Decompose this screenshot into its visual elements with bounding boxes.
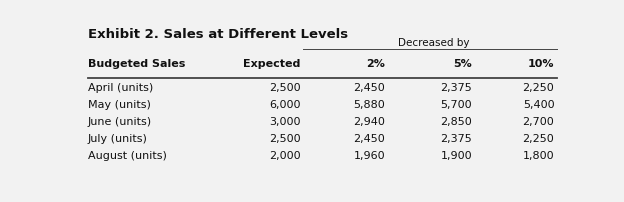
Text: 2,500: 2,500 [269, 134, 301, 144]
Text: Decreased by: Decreased by [397, 38, 469, 48]
Text: 6,000: 6,000 [269, 100, 301, 110]
Text: April (units): April (units) [87, 83, 153, 94]
Text: Budgeted Sales: Budgeted Sales [87, 59, 185, 69]
Text: 2,500: 2,500 [269, 83, 301, 94]
Text: August (units): August (units) [87, 151, 167, 161]
Text: 5,700: 5,700 [441, 100, 472, 110]
Text: May (units): May (units) [87, 100, 150, 110]
Text: 2,700: 2,700 [522, 117, 554, 127]
Text: Expected: Expected [243, 59, 301, 69]
Text: 2,450: 2,450 [353, 83, 385, 94]
Text: 2,450: 2,450 [353, 134, 385, 144]
Text: 10%: 10% [528, 59, 554, 69]
Text: 2,375: 2,375 [441, 83, 472, 94]
Text: 5,880: 5,880 [353, 100, 385, 110]
Text: 2,000: 2,000 [269, 151, 301, 161]
Text: 5,400: 5,400 [523, 100, 554, 110]
Text: 5%: 5% [454, 59, 472, 69]
Text: 2,375: 2,375 [441, 134, 472, 144]
Text: Exhibit 2. Sales at Different Levels: Exhibit 2. Sales at Different Levels [87, 28, 348, 41]
Text: 2,250: 2,250 [522, 83, 554, 94]
Text: 3,000: 3,000 [269, 117, 301, 127]
Text: 2,940: 2,940 [353, 117, 385, 127]
Text: 1,960: 1,960 [353, 151, 385, 161]
Text: July (units): July (units) [87, 134, 147, 144]
Text: June (units): June (units) [87, 117, 152, 127]
Text: 2%: 2% [366, 59, 385, 69]
Text: 2,250: 2,250 [522, 134, 554, 144]
Text: 1,900: 1,900 [441, 151, 472, 161]
Text: 1,800: 1,800 [523, 151, 554, 161]
Text: 2,850: 2,850 [441, 117, 472, 127]
